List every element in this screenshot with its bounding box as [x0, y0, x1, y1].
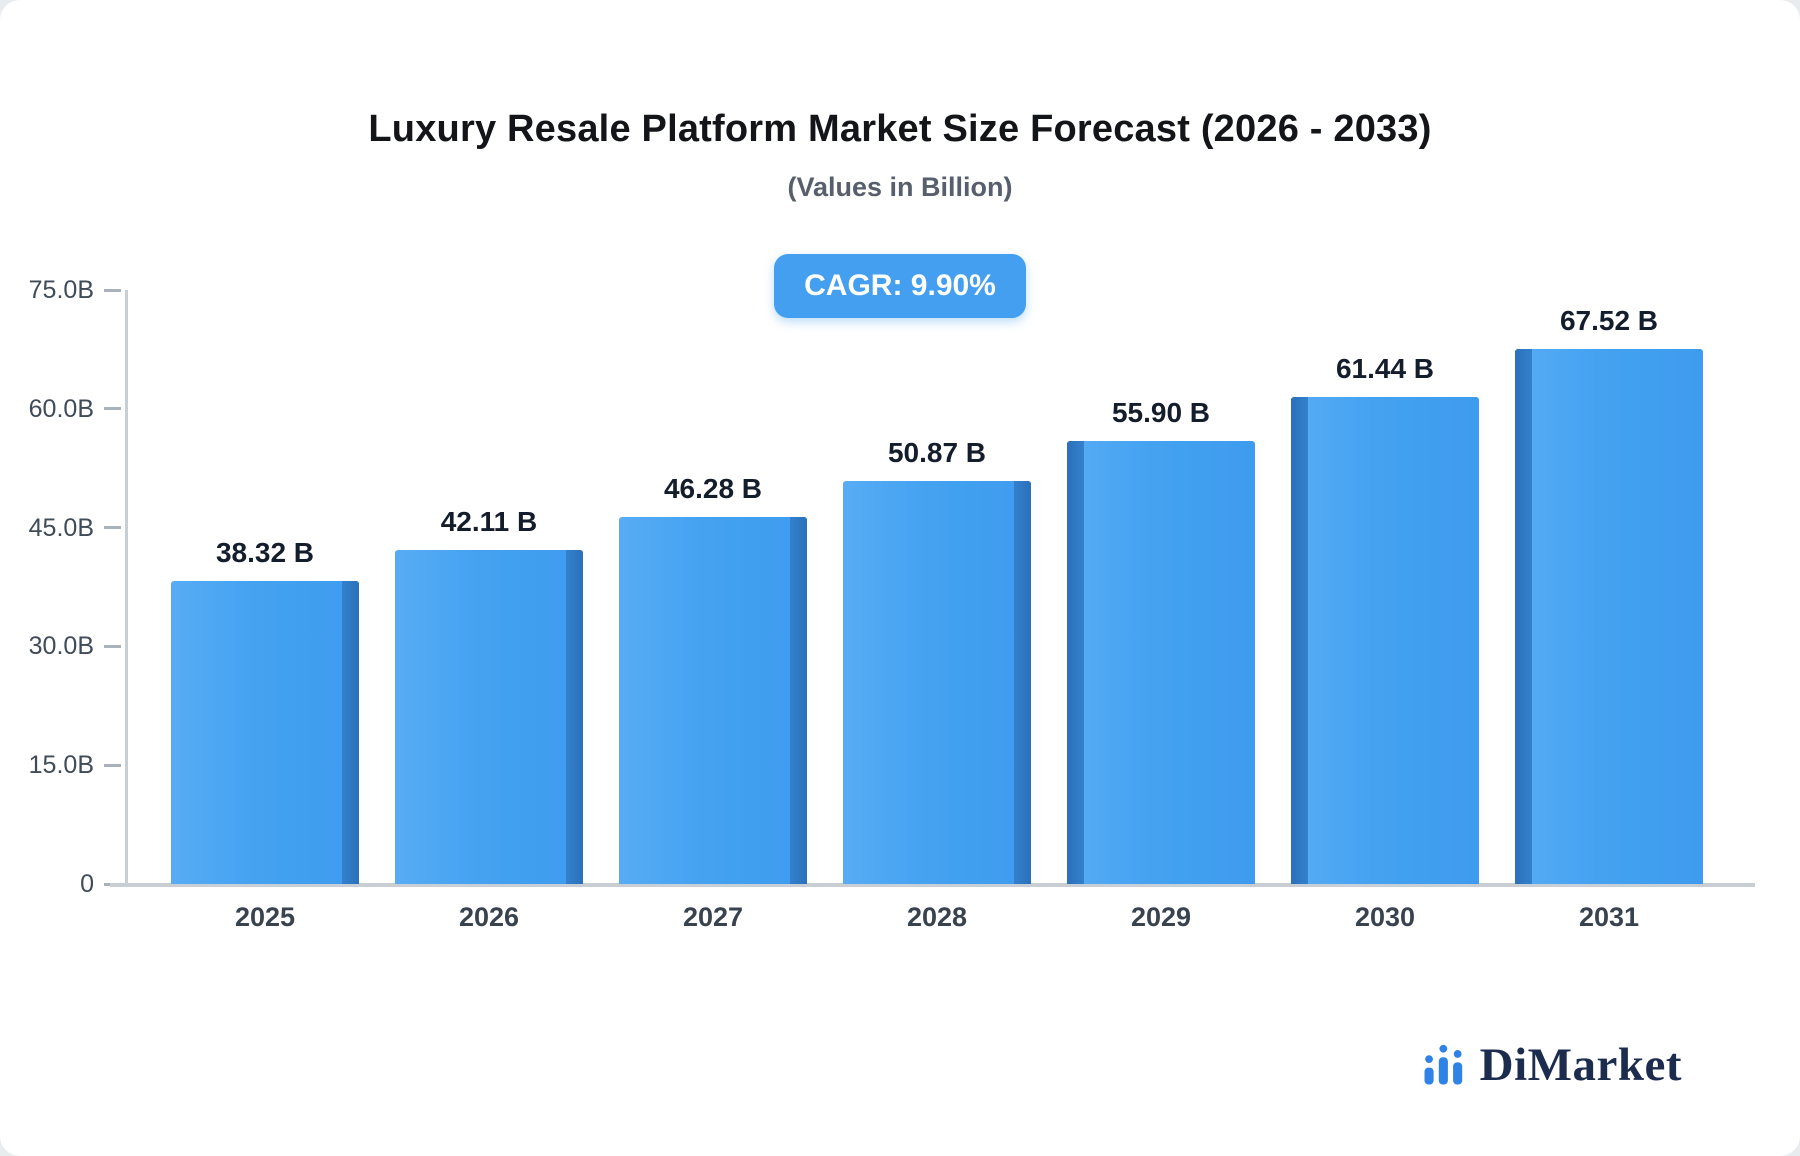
bar-group: 38.32 B 2025 — [162, 244, 368, 932]
bar-side-face — [1515, 349, 1532, 884]
bar — [1515, 349, 1703, 884]
bar-group: 67.52 B 2031 — [1506, 244, 1712, 932]
x-axis-label: 2026 — [458, 902, 520, 932]
x-axis-label: 2030 — [1354, 902, 1416, 932]
y-axis-tick — [104, 288, 121, 292]
cagr-badge: CAGR: 9.90% — [774, 254, 1026, 318]
bar-chart-icon — [1424, 1044, 1462, 1085]
y-axis-tick — [104, 407, 121, 411]
x-axis-label: 2029 — [1130, 902, 1192, 932]
bar-value-label: 42.11 B — [440, 506, 538, 537]
bar-group: 46.28 B 2027 — [610, 244, 816, 932]
bar — [395, 550, 583, 884]
bar-side-face — [566, 550, 583, 884]
bar-group: 61.44 B 2030 — [1282, 244, 1488, 932]
x-axis-label: 2027 — [682, 902, 744, 932]
y-axis-label: 30.0B — [28, 632, 94, 661]
y-axis-tick — [104, 644, 121, 648]
bar-value-label: 55.90 B — [1111, 397, 1211, 428]
y-axis-line — [125, 290, 128, 885]
chart-subtitle: (Values in Billion) — [787, 172, 1013, 202]
bar-side-face — [1291, 397, 1308, 884]
bar — [1291, 397, 1479, 884]
x-axis-line — [110, 883, 1755, 887]
y-axis-tick — [104, 526, 121, 530]
bar — [171, 581, 359, 884]
bar-group: 42.11 B 2026 — [386, 244, 592, 932]
bar-value-label: 61.44 B — [1335, 353, 1435, 384]
y-axis-tick — [104, 763, 121, 767]
bar — [1067, 441, 1255, 884]
cagr-badge-wrap: CAGR: 9.90% — [0, 254, 1800, 318]
y-axis-label: 0 — [80, 870, 94, 898]
bar — [619, 517, 807, 884]
chart-title: Luxury Resale Platform Market Size Forec… — [368, 108, 1432, 150]
bar-group: 50.87 B 2028 — [834, 244, 1040, 932]
bar — [843, 481, 1031, 884]
bar-value-label: 67.52 B — [1559, 305, 1659, 336]
bar-side-face — [342, 581, 359, 884]
bar-group: 55.90 B 2029 — [1058, 244, 1264, 932]
bar-side-face — [790, 517, 807, 884]
x-axis-label: 2025 — [234, 902, 296, 932]
y-axis-label: 15.0B — [28, 751, 94, 780]
y-axis-label: 45.0B — [28, 513, 94, 542]
bar-value-label: 38.32 B — [215, 537, 315, 568]
y-axis-label: 75.0B — [28, 276, 94, 304]
bar-value-label: 50.87 B — [887, 437, 987, 468]
logo-text: DiMarket — [1479, 1039, 1682, 1091]
bar-side-face — [1014, 481, 1031, 884]
bars-row: 38.32 B 2025 42.11 B 2026 46.28 B 2027 50.87 B… — [126, 244, 1748, 932]
bar-value-label: 46.28 B — [663, 473, 763, 504]
bar-side-face — [1067, 441, 1084, 884]
x-axis-label: 2031 — [1578, 902, 1640, 932]
x-axis-label: 2028 — [906, 902, 968, 932]
y-axis-label: 60.0B — [28, 394, 94, 423]
dimarket-logo: DiMarket — [1418, 1038, 1682, 1092]
